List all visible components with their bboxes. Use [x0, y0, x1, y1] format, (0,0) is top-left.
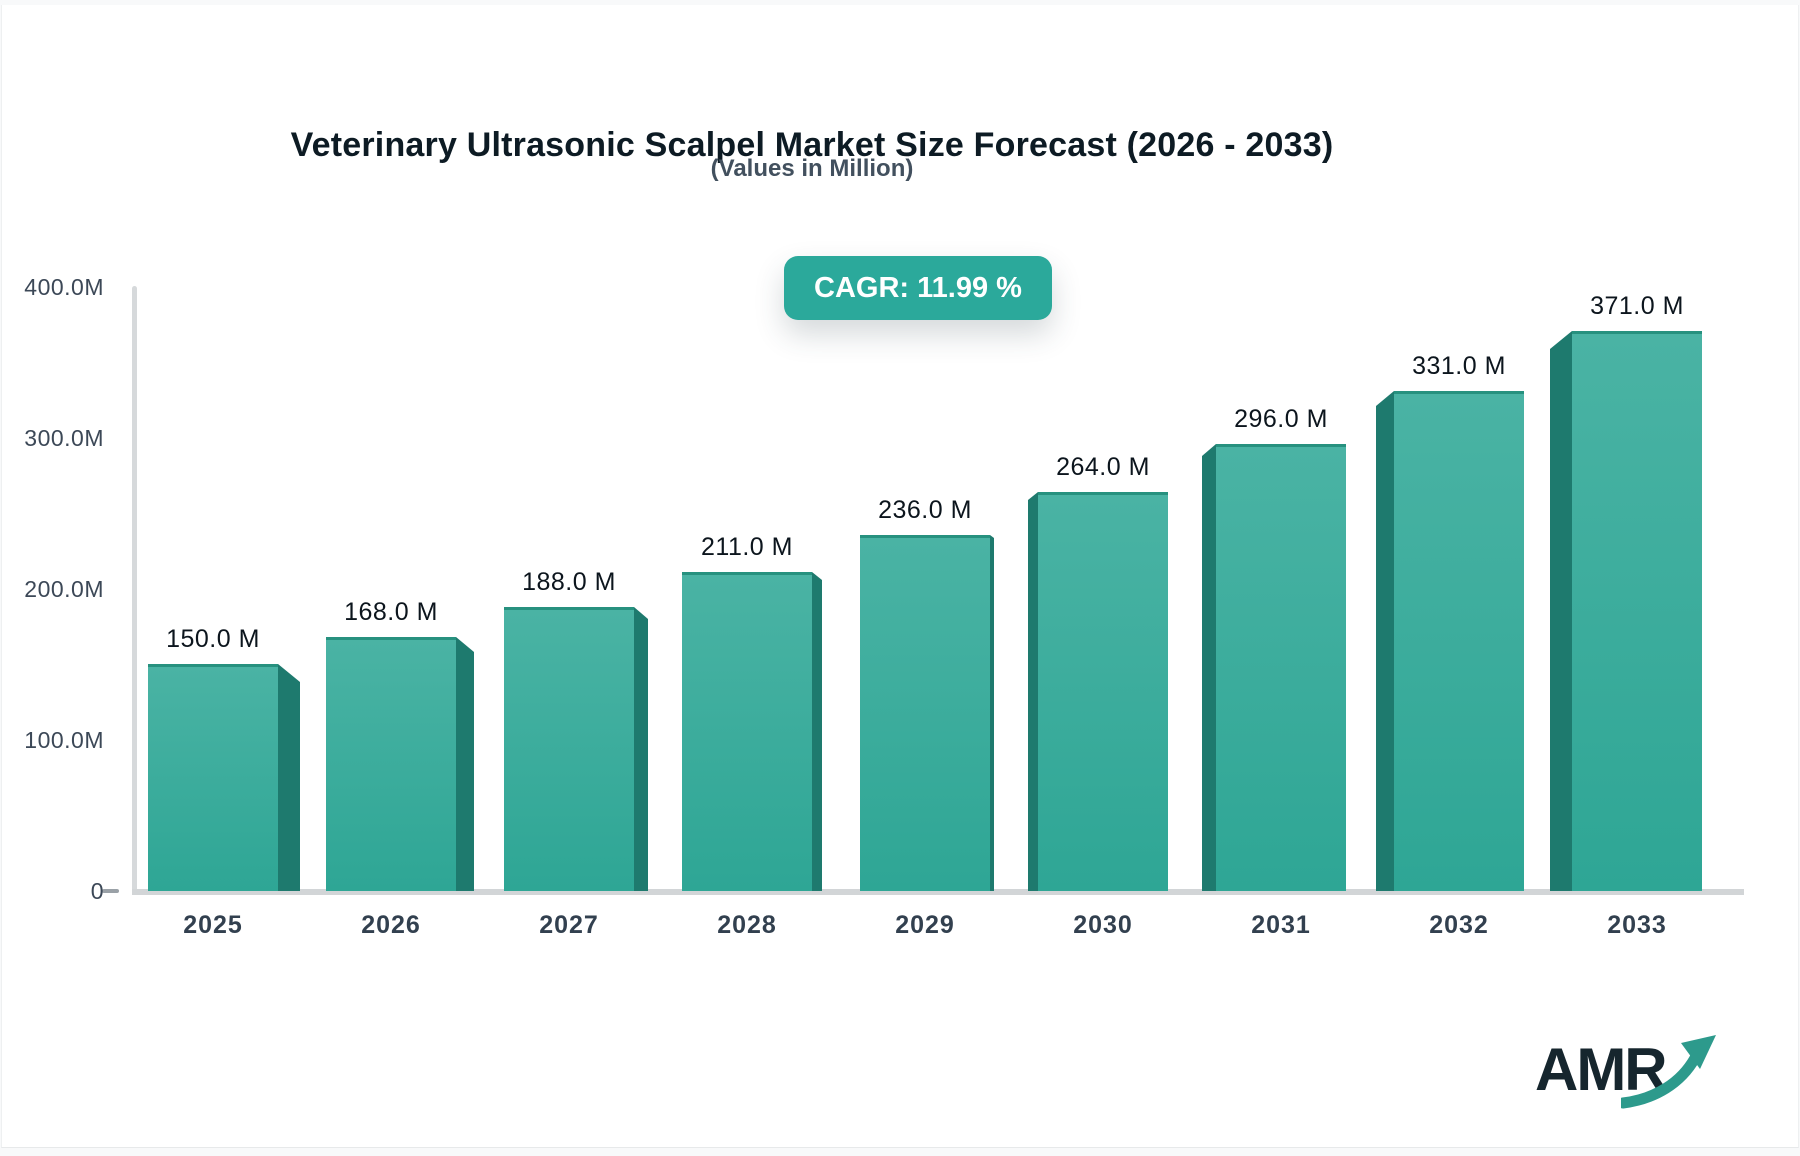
- chart-subtitle: (Values in Million): [710, 155, 914, 182]
- bar-side-2027: [634, 607, 648, 891]
- bar-2028[interactable]: [682, 572, 812, 891]
- x-tick-2025: 2025: [183, 911, 243, 939]
- bar-2031[interactable]: [1216, 444, 1346, 891]
- bar-side-2028: [812, 572, 822, 891]
- bar-value-label-2025: 150.0 M: [166, 625, 260, 653]
- bar-2027[interactable]: [504, 607, 634, 891]
- bar-side-2032: [1376, 391, 1394, 891]
- amr-logo-text: AMR: [1535, 1036, 1668, 1103]
- bar-side-2030: [1028, 492, 1038, 891]
- bar-value-label-2028: 211.0 M: [701, 533, 793, 561]
- bar-side-2025: [278, 664, 300, 891]
- bar-side-2031: [1202, 444, 1216, 891]
- chart-title: Veterinary Ultrasonic Scalpel Market Siz…: [290, 125, 1334, 164]
- bar-value-label-2030: 264.0 M: [1056, 453, 1150, 481]
- bar-value-label-2027: 188.0 M: [522, 568, 616, 596]
- bar-2030[interactable]: [1038, 492, 1168, 891]
- bar-value-label-2031: 296.0 M: [1234, 405, 1328, 433]
- y-tick-300.0M: 300.0M: [24, 425, 104, 451]
- bar-value-label-2033: 371.0 M: [1590, 292, 1684, 320]
- x-tick-2029: 2029: [895, 911, 955, 939]
- bar-value-label-2032: 331.0 M: [1412, 352, 1506, 380]
- x-axis-baseline: [132, 889, 1744, 895]
- y-tick-0: 0: [90, 878, 104, 904]
- growth-arrow-icon: [1621, 1035, 1716, 1109]
- x-tick-2030: 2030: [1073, 911, 1133, 939]
- amr-logo: AMR: [1535, 1027, 1745, 1113]
- bar-side-2033: [1550, 331, 1572, 891]
- x-tick-2031: 2031: [1251, 911, 1311, 939]
- y-tick-200.0M: 200.0M: [24, 576, 104, 602]
- chart-card: Veterinary Ultrasonic Scalpel Market Siz…: [1, 5, 1799, 1148]
- bar-2032[interactable]: [1394, 391, 1524, 891]
- plot-area: 400.0M 300.0M 200.0M 100.0M 0 150.0 M 2025 168…: [2, 5, 1798, 1147]
- x-tick-2028: 2028: [717, 911, 777, 939]
- bar-2029[interactable]: [860, 535, 990, 891]
- bar-2025[interactable]: [148, 664, 278, 891]
- cagr-badge-label: CAGR: 11.99 %: [814, 272, 1022, 304]
- x-tick-2027: 2027: [539, 911, 599, 939]
- x-tick-2026: 2026: [361, 911, 421, 939]
- y-tick-100.0M: 100.0M: [24, 727, 104, 753]
- bar-2033[interactable]: [1572, 331, 1702, 891]
- bar-value-label-2026: 168.0 M: [344, 598, 438, 626]
- zero-tick-mark: [102, 889, 119, 893]
- bar-side-2029: [990, 535, 994, 891]
- y-tick-400.0M: 400.0M: [24, 274, 104, 300]
- x-tick-2032: 2032: [1429, 911, 1489, 939]
- bar-side-2026: [456, 637, 474, 891]
- cagr-badge: CAGR: 11.99 %: [784, 256, 1052, 320]
- bar-value-label-2029: 236.0 M: [878, 496, 972, 524]
- x-tick-2033: 2033: [1607, 911, 1667, 939]
- bar-2026[interactable]: [326, 637, 456, 891]
- y-axis-line: [132, 286, 137, 894]
